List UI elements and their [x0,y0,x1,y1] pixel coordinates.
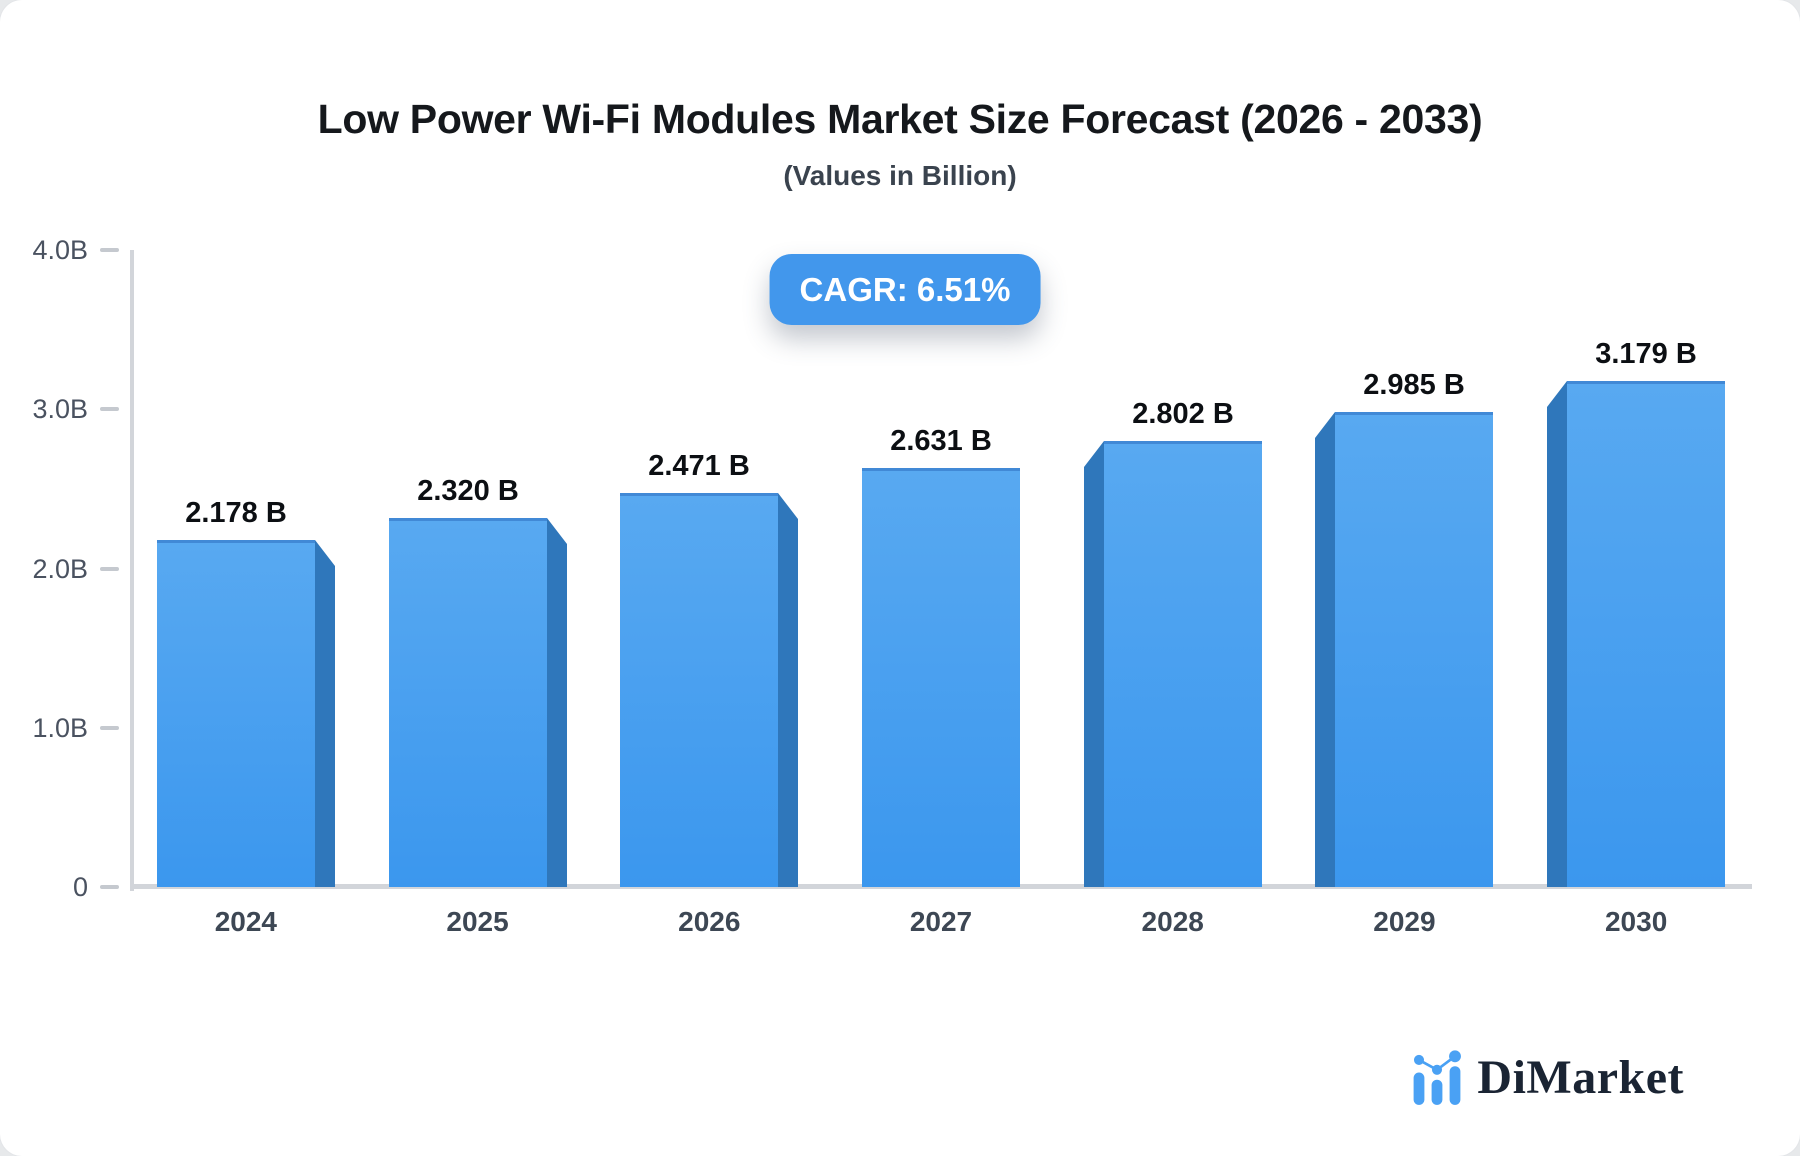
bar-value-label: 2.471 B [648,450,750,482]
bar-value-label: 2.985 B [1363,369,1465,401]
bar-2027 [862,468,1020,887]
y-tick-label: 3.0B [32,394,88,425]
bar-2030 [1567,381,1725,887]
bar-group-2030 [1547,381,1725,887]
bar-group-2029 [1315,412,1493,887]
y-tick-dash [100,885,119,889]
bar-value-label: 2.802 B [1132,398,1234,430]
bar-3d-side [778,493,798,887]
x-axis-label-2030: 2030 [1604,906,1668,937]
bar-value-label: 2.320 B [417,475,519,507]
x-axis-label-2028: 2028 [1141,906,1204,937]
bar-3d-side [315,540,335,887]
bar-value-label: 2.631 B [890,425,992,457]
bar-2026 [620,493,778,887]
bar-group-2028 [1084,441,1262,887]
bar-3d-side [1547,381,1567,887]
x-axis-label-2026: 2026 [678,906,741,937]
y-tick-dash [100,248,119,252]
bar-3d-side [1084,441,1104,887]
y-tick-label: 4.0B [32,235,88,265]
y-tick-label: 0 [72,872,88,902]
bar-value-label: 2.178 B [185,497,287,529]
bar-3d-side [1315,412,1335,887]
bar-value-label: 3.179 B [1595,338,1697,370]
y-tick-dash [100,566,119,571]
bar-group-2026 [620,493,798,887]
y-tick-label: 1.0B [32,712,88,743]
bar-group-2027 [862,468,1020,887]
bar-3d-side [547,518,567,887]
y-tick-label: 2.0B [32,553,88,584]
bar-2028 [1104,441,1262,887]
brand-logo: DiMarket [1410,1048,1684,1106]
page-title: Low Power Wi-Fi Modules Market Size Fore… [317,96,1483,142]
x-axis-label-2025: 2025 [446,906,509,937]
y-axis-line [130,250,134,891]
bar-2024 [157,540,315,887]
mini-bar-chart-icon [1410,1048,1464,1106]
bar-2025 [389,518,547,887]
x-axis-label-2024: 2024 [214,906,277,937]
x-axis-label-2027: 2027 [909,906,973,937]
bar-group-2024 [157,540,335,887]
y-tick-dash [100,725,119,730]
cagr-badge: CAGR: 6.51% [769,254,1041,325]
bar-group-2025 [389,518,567,887]
x-axis-label-2029: 2029 [1373,906,1436,937]
brand-logo-text: DiMarket [1477,1050,1684,1104]
y-tick-dash [100,407,119,412]
page-subtitle: (Values in Billion) [783,160,1017,191]
bar-2029 [1335,412,1493,887]
